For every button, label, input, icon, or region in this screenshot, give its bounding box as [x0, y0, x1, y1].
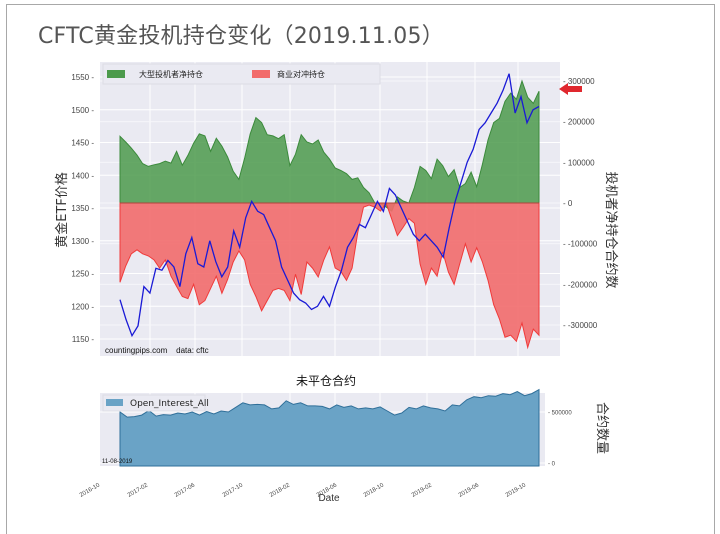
left-tick-label: 1550 - [71, 73, 94, 82]
legend-box [102, 63, 381, 85]
right-tick-label: - -300000 [563, 321, 598, 330]
left-tick-label: 1450 - [71, 139, 94, 148]
x-tick-label: 2017-10 [222, 482, 245, 499]
lower-right-tick-label: - 500000 [548, 411, 572, 417]
x-tick-label: 2017-02 [127, 482, 150, 499]
x-tick-label: 2017-06 [174, 482, 197, 499]
right-axis-ticks: - 300000 - 200000 - 100000 - 0 - -100000 - -2… [563, 77, 598, 330]
legend-label-open-interest: Open_Interest_All [130, 399, 209, 409]
left-tick-label: 1500 - [71, 106, 94, 115]
right-tick-label: - -200000 [563, 280, 598, 289]
lower-chart: 未平仓合约 Open_Interest_All 11-08-2019 - 500… [79, 373, 609, 504]
left-tick-label: 1350 - [71, 204, 94, 213]
lower-right-axis-label: 合约数量 [594, 402, 609, 454]
gold-etf-price-line [119, 73, 540, 338]
page-title: CFTC黄金投机持仓变化（2019.11.05） [38, 24, 444, 49]
right-tick-label: - 100000 [563, 158, 595, 167]
right-tick-label: - 0 [563, 199, 573, 208]
red-arrow-icon [559, 83, 582, 95]
x-tick-label: 2018-10 [363, 482, 386, 499]
x-tick-label: 2018-02 [269, 482, 292, 499]
left-tick-label: 1300 - [71, 237, 94, 246]
x-axis-label: Date [318, 493, 340, 504]
upper-legend: 大型投机者净持仓 商业对冲持仓 [102, 63, 381, 85]
lower-chart-title: 未平仓合约 [296, 373, 356, 388]
left-tick-label: 1400 - [71, 171, 94, 180]
legend-label-commercial: 商业对冲持仓 [277, 69, 325, 79]
left-tick-label: 1150 - [72, 335, 94, 344]
lower-right-axis-ticks: - 500000 - 0 [548, 411, 572, 468]
right-tick-label: - 300000 [563, 77, 595, 86]
right-axis-label: 投机者净持仓合约数 [603, 171, 619, 288]
data-credit: countingpips.com data: cftc [105, 346, 209, 355]
left-tick-label: 1200 - [71, 302, 94, 311]
x-tick-label: 2019-06 [458, 482, 481, 499]
open-interest-area [119, 388, 540, 467]
speculative-net-area [119, 79, 540, 212]
x-tick-label: 2019-02 [411, 482, 434, 499]
upper-chart: 1550 - 1500 - 1450 - 1400 - 1350 - 1300 - 1250… [54, 62, 619, 356]
commercial-hedge-area [119, 201, 540, 350]
x-tick-label: 2019-10 [505, 482, 528, 499]
right-tick-label: - -100000 [563, 240, 598, 249]
date-corner-label: 11-08-2019 [102, 459, 133, 465]
x-tick-label: 2016-10 [79, 482, 102, 499]
legend-swatch-speculative [107, 70, 125, 78]
x-axis-ticks: 2016-10 2017-02 2017-06 2017-10 2018-02 2018-… [79, 482, 528, 499]
lower-legend-box [102, 394, 206, 412]
left-axis-label: 黄金ETF价格 [54, 172, 70, 248]
lower-legend: Open_Interest_All [102, 394, 209, 412]
legend-label-speculative: 大型投机者净持仓 [139, 69, 203, 79]
left-axis-ticks: 1550 - 1500 - 1450 - 1400 - 1350 - 1300 - 1250… [71, 73, 94, 344]
legend-swatch-open-interest [106, 399, 123, 406]
legend-swatch-commercial [252, 70, 270, 78]
lower-right-tick-label: - 0 [548, 462, 556, 468]
right-tick-label: - 200000 [563, 118, 595, 127]
left-tick-label: 1250 - [71, 270, 94, 279]
